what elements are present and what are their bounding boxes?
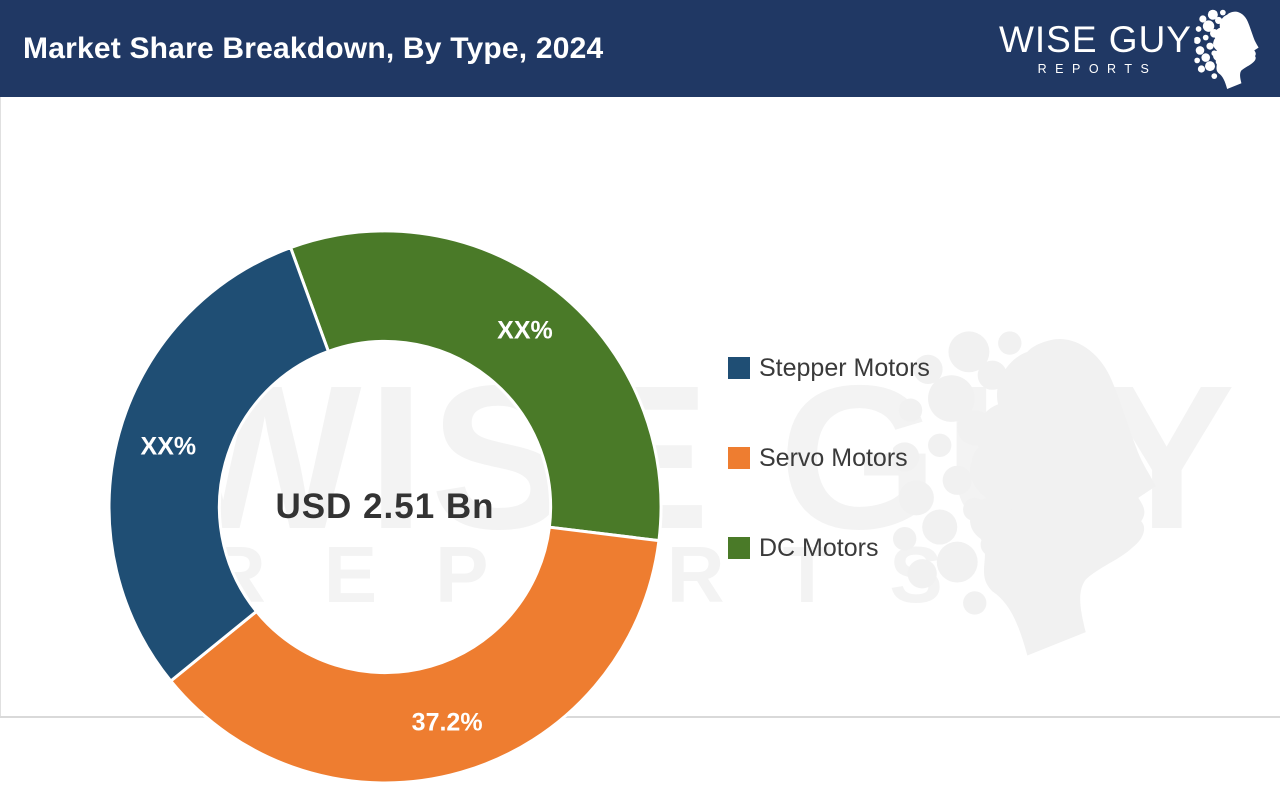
slice-label: 37.2% <box>411 708 483 737</box>
bottom-edge-rule <box>0 716 1280 718</box>
logo-wordmark: WISE GUY <box>998 19 1192 61</box>
legend-swatch-stepper <box>728 357 750 379</box>
donut-slice-servo-motors <box>169 525 661 785</box>
legend-item-dc-motors: DC Motors <box>728 533 878 563</box>
donut-slice-stepper-motors <box>107 246 330 683</box>
brand-logo: WISE GUY REPORTS <box>999 6 1266 92</box>
legend-label: Stepper Motors <box>759 353 930 382</box>
page-title: Market Share Breakdown, By Type, 2024 <box>23 31 604 65</box>
slice-label: XX% <box>497 316 553 345</box>
legend-swatch-dc <box>728 537 750 559</box>
logo-face-icon <box>1194 9 1266 89</box>
legend-label: Servo Motors <box>759 443 908 472</box>
slice-label: XX% <box>140 432 197 461</box>
donut-center-value: USD 2.51 Bn <box>275 487 495 526</box>
legend-item-stepper-motors: Stepper Motors <box>728 353 930 383</box>
chart-area: WISE GUY REPORTS USD 2.51 Bn XX%37.2%XX%… <box>0 97 1280 785</box>
watermark-face-icon <box>893 327 1185 657</box>
legend-label: DC Motors <box>759 533 879 562</box>
legend-swatch-servo <box>728 447 750 469</box>
legend-item-servo-motors: Servo Motors <box>728 443 908 473</box>
header: Market Share Breakdown, By Type, 2024 WI… <box>0 0 1280 97</box>
left-edge-border <box>0 97 1 717</box>
donut-chart <box>107 229 663 785</box>
donut-slice-dc-motors <box>289 229 663 543</box>
logo-subtitle: REPORTS <box>1037 61 1158 76</box>
logo-text: WISE GUY REPORTS <box>998 19 1192 76</box>
